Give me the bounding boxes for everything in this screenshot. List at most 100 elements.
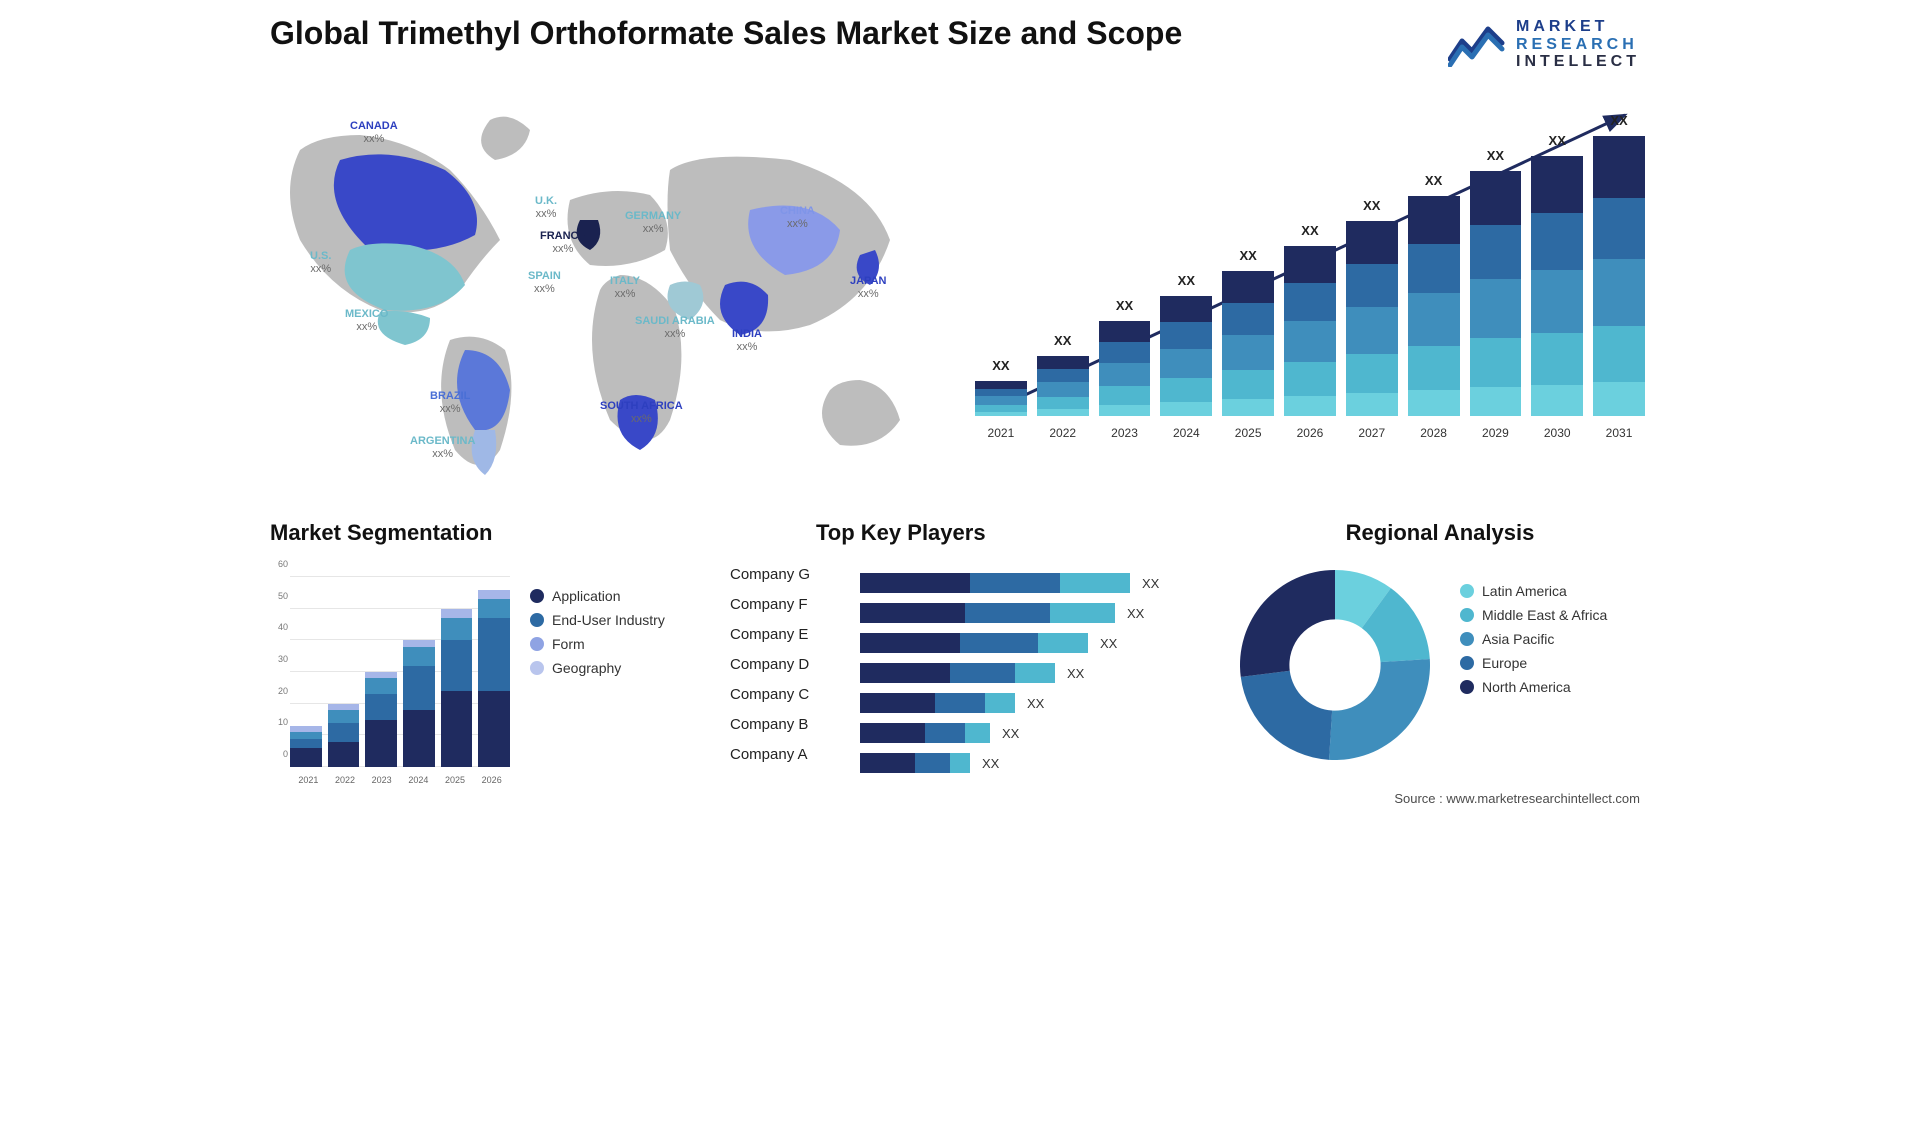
player-name: Company A: [730, 740, 850, 770]
x-label: 2028: [1420, 426, 1447, 440]
bar-segment: [1060, 573, 1130, 593]
player-value: XX: [1067, 666, 1084, 681]
legend-swatch: [1460, 632, 1474, 646]
bar-segment: [1531, 213, 1583, 270]
bar-segment: [950, 753, 970, 773]
player-bar: [860, 723, 990, 743]
bar-stack: [1037, 356, 1089, 416]
legend-swatch: [530, 613, 544, 627]
bar-segment: [1593, 198, 1645, 260]
market-size-chart: XX2021XX2022XX2023XX2024XX2025XX2026XX20…: [975, 95, 1645, 470]
bar-segment: [290, 739, 322, 749]
bar-segment: [975, 412, 1027, 416]
player-row: XX: [860, 688, 1200, 718]
bar-col: [290, 726, 322, 767]
bar-segment: [1037, 356, 1089, 369]
bar-segment: [970, 573, 1060, 593]
player-bar: [860, 603, 1115, 623]
player-bar: [860, 663, 1055, 683]
player-bar: [860, 753, 970, 773]
segmentation-title: Market Segmentation: [270, 520, 710, 546]
y-tick: 40: [278, 622, 288, 632]
bar-segment: [925, 723, 965, 743]
y-tick: 0: [283, 749, 288, 759]
bar-segment: [365, 720, 397, 768]
bar-segment: [441, 640, 473, 691]
bar-segment: [1470, 387, 1522, 416]
bar-segment: [290, 748, 322, 767]
bar-stack: [1531, 156, 1583, 416]
legend-item: Geography: [530, 660, 665, 676]
bar-segment: [935, 693, 985, 713]
player-row: XX: [860, 718, 1200, 748]
x-label: 2026: [1297, 426, 1324, 440]
bar-segment: [985, 693, 1015, 713]
bar-segment: [1222, 399, 1274, 416]
page-title: Global Trimethyl Orthoformate Sales Mark…: [270, 15, 1182, 52]
bar-col: [403, 640, 435, 767]
x-label: 2025: [437, 775, 474, 785]
map-label: FRANCExx%: [540, 230, 586, 255]
bar-segment: [975, 396, 1027, 404]
player-value: XX: [1027, 696, 1044, 711]
bar-col: XX2027: [1346, 198, 1398, 440]
bar-stack: [1470, 171, 1522, 416]
regional-section: Regional Analysis Latin AmericaMiddle Ea…: [1230, 520, 1650, 790]
regional-title: Regional Analysis: [1230, 520, 1650, 546]
map-label: CANADAxx%: [350, 120, 398, 145]
x-label: 2026: [473, 775, 510, 785]
bar-value: XX: [1178, 273, 1195, 288]
bar-value: XX: [1425, 173, 1442, 188]
y-tick: 50: [278, 591, 288, 601]
x-label: 2021: [988, 426, 1015, 440]
bar-segment: [1531, 333, 1583, 385]
legend-swatch: [530, 589, 544, 603]
bar-stack: [975, 381, 1027, 416]
bar-segment: [403, 666, 435, 710]
player-name: Company G: [730, 560, 850, 590]
map-label: U.S.xx%: [310, 250, 331, 275]
legend-swatch: [1460, 656, 1474, 670]
legend-swatch: [530, 637, 544, 651]
map-label: U.K.xx%: [535, 195, 557, 220]
bar-col: XX 2025: [1222, 248, 1274, 440]
bar-segment: [328, 710, 360, 723]
bar-col: [328, 704, 360, 767]
bar-col: XX2023: [1099, 298, 1151, 440]
x-label: 2023: [363, 775, 400, 785]
map-label: ARGENTINAxx%: [410, 435, 475, 460]
bar-segment: [1099, 342, 1151, 363]
bar-segment: [860, 693, 935, 713]
player-row: XX: [860, 658, 1200, 688]
bar-segment: [1470, 279, 1522, 338]
source-text: Source : www.marketresearchintellect.com: [1394, 791, 1640, 806]
bar-value: XX: [1301, 223, 1318, 238]
bar-col: XX2021: [975, 358, 1027, 440]
bar-segment: [1531, 385, 1583, 416]
bar-segment: [1099, 363, 1151, 386]
player-name: Company C: [730, 680, 850, 710]
player-row: XX: [860, 598, 1200, 628]
bar-segment: [1222, 370, 1274, 399]
bar-col: [441, 609, 473, 767]
x-label: 2024: [400, 775, 437, 785]
bar-value: XX: [1363, 198, 1380, 213]
players-list: Company GCompany FCompany ECompany DComp…: [730, 560, 850, 770]
bar-stack: [1408, 196, 1460, 416]
segmentation-legend: ApplicationEnd-User IndustryFormGeograph…: [530, 580, 665, 684]
bar-value: XX: [1549, 133, 1566, 148]
legend-label: Asia Pacific: [1482, 631, 1554, 647]
bar-segment: [1593, 259, 1645, 326]
bar-segment: [860, 633, 960, 653]
bar-segment: [975, 389, 1027, 397]
bar-segment: [478, 691, 510, 767]
bar-segment: [1593, 136, 1645, 198]
map-label: INDIAxx%: [732, 328, 762, 353]
x-label: 2025: [1235, 426, 1262, 440]
player-value: XX: [1142, 576, 1159, 591]
map-label: CHINAxx%: [780, 205, 815, 230]
bar-value: XX: [1239, 248, 1256, 263]
legend-label: Middle East & Africa: [1482, 607, 1607, 623]
bar-segment: [975, 381, 1027, 389]
map-label: MEXICOxx%: [345, 308, 388, 333]
